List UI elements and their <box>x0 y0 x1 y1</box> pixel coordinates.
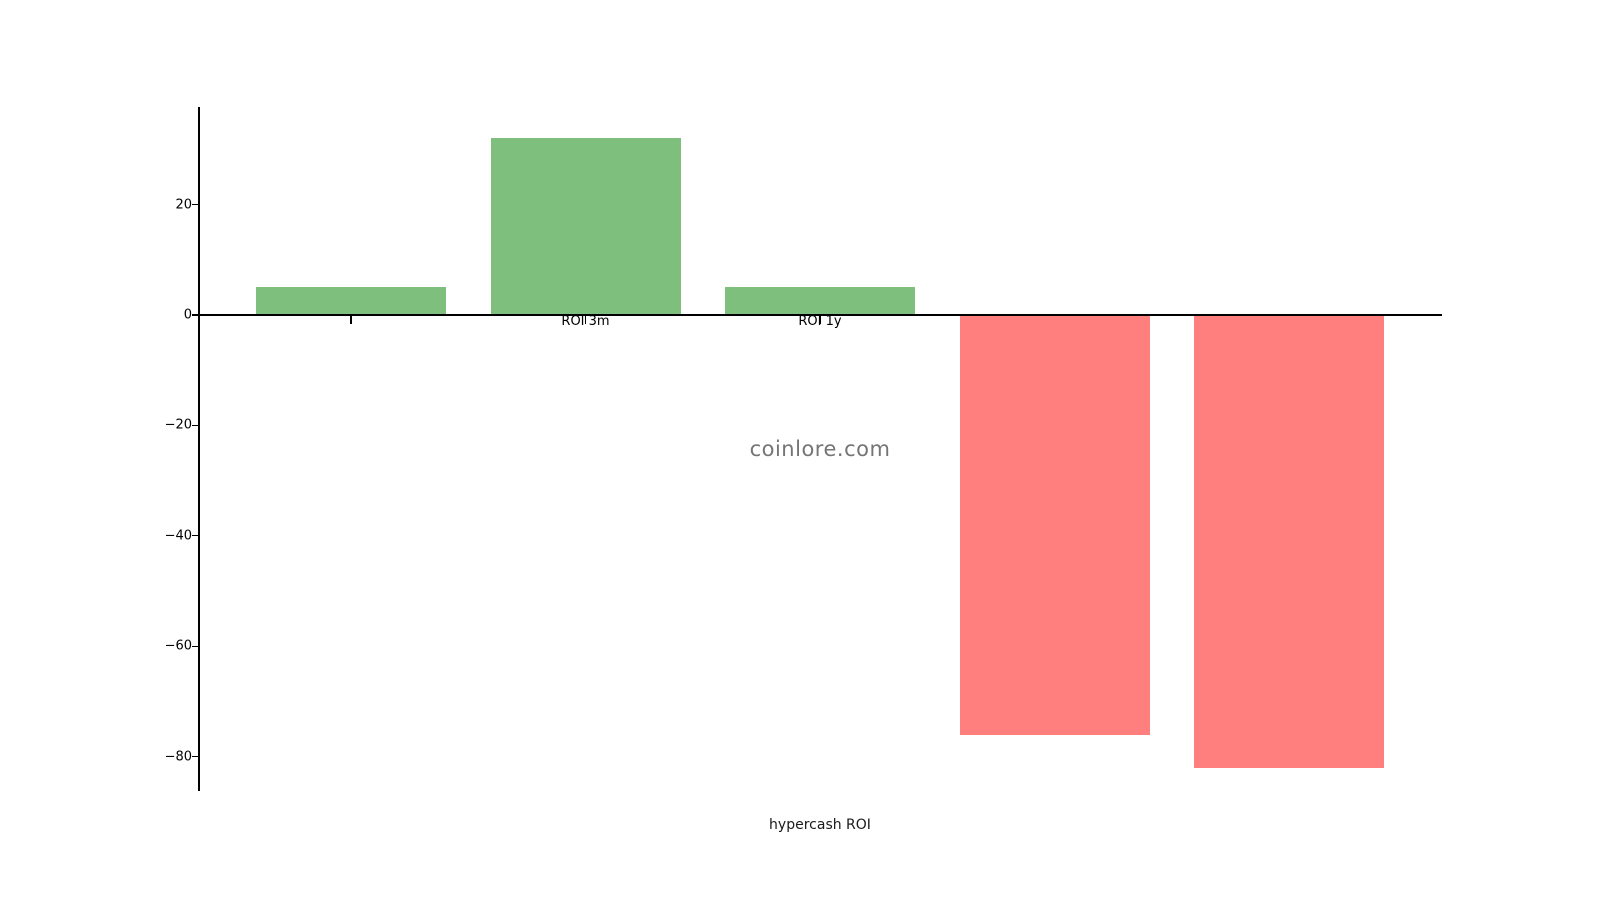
bar-series-0 <box>256 287 446 315</box>
bar-series-3 <box>959 315 1150 735</box>
y-tick-mark <box>192 314 199 316</box>
y-tick-mark <box>192 535 199 537</box>
y-tick-label: −80 <box>164 749 192 765</box>
x-axis-zero-line <box>198 314 1443 316</box>
y-tick-mark <box>192 645 199 647</box>
y-tick-label: 20 <box>175 197 192 213</box>
y-tick-label: −60 <box>164 638 192 654</box>
x-tick-mark <box>819 315 821 324</box>
watermark-text: coinlore.com <box>749 437 891 461</box>
y-tick-label: −20 <box>164 417 192 433</box>
y-axis-line <box>198 107 200 791</box>
bar-series-4 <box>1194 315 1384 768</box>
y-tick-label: 0 <box>183 307 192 323</box>
x-tick-mark <box>584 315 587 324</box>
y-tick-mark <box>192 755 199 758</box>
chart-xlabel: hypercash ROI <box>769 817 871 833</box>
x-tick-mark <box>350 315 352 324</box>
y-tick-label: −40 <box>164 528 192 544</box>
y-tick-mark <box>192 424 199 427</box>
bar-roi-3m <box>490 138 681 315</box>
y-tick-mark <box>192 203 199 206</box>
bar-roi-1y <box>725 287 915 315</box>
